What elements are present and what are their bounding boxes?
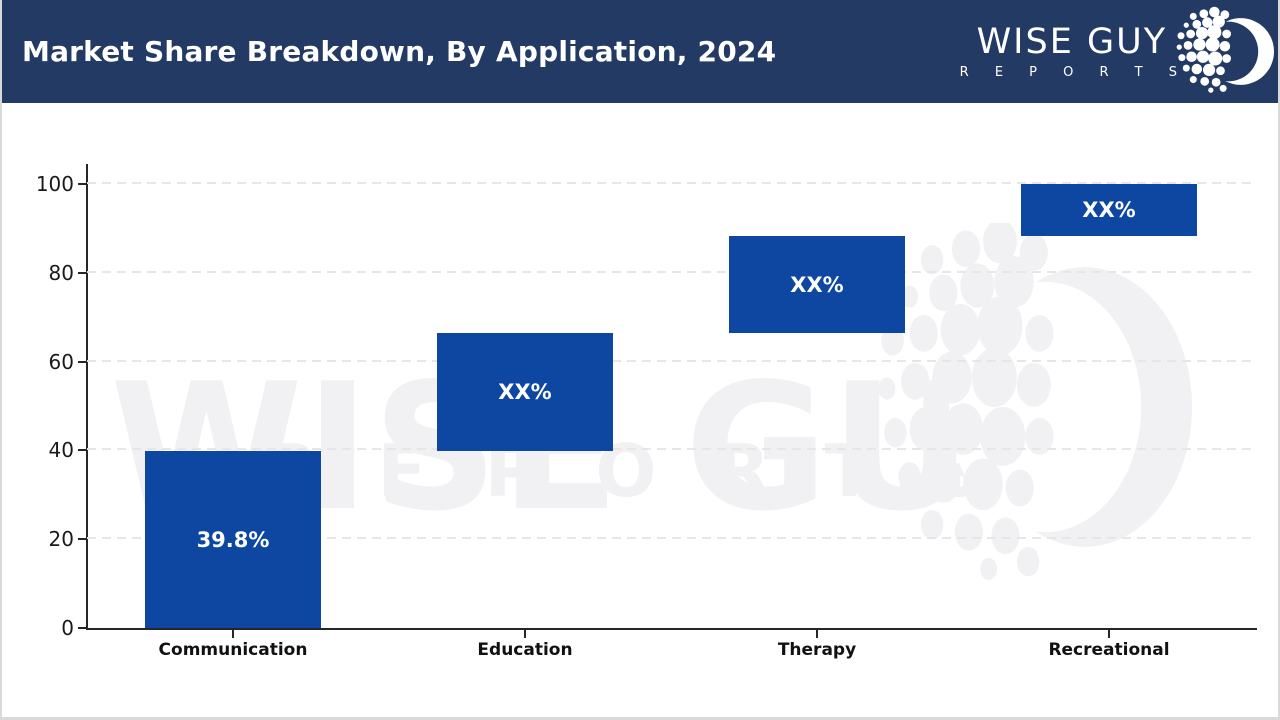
logo-name: WISE GUY (976, 21, 1168, 62)
y-tick-40 (78, 449, 87, 452)
y-tick-label: 100 (35, 172, 74, 196)
logo-subtitle: R E P O R T S (959, 64, 1188, 80)
bar-therapy: XX% (729, 236, 905, 334)
x-category-label: Therapy (777, 640, 857, 660)
logo-text: WISE GUY R E P O R T S (956, 21, 1188, 80)
gridline-20 (87, 537, 1255, 540)
gridline-60 (87, 359, 1255, 362)
y-tick-0 (78, 627, 87, 629)
watermark-text-line2: REPORTS (264, 429, 1042, 513)
y-axis-line (86, 164, 88, 630)
bar-education: XX% (437, 333, 613, 452)
y-tick-100 (78, 183, 87, 185)
y-tick-label: 20 (48, 527, 74, 552)
gridline-40 (87, 448, 1255, 451)
x-axis-line (86, 628, 1257, 630)
bar-communication: 39.8% (145, 451, 321, 628)
x-tick-communication (232, 630, 234, 638)
bar-value-label: XX% (790, 272, 844, 297)
x-tick-therapy (816, 630, 818, 638)
x-category-label: Recreational (1048, 640, 1170, 660)
y-tick-label: 0 (61, 616, 74, 640)
y-tick-20 (78, 538, 87, 541)
wise-guy-reports-logo: WISE GUY R E P O R T S (956, 4, 1274, 99)
bar-value-label: XX% (498, 380, 552, 405)
x-tick-education (524, 630, 526, 638)
y-tick-label: 40 (48, 438, 74, 463)
dotted-head-profile-icon (1176, 6, 1274, 93)
bar-recreational: XX% (1021, 184, 1197, 237)
x-category-label: Communication (158, 640, 308, 660)
watermark-dotted-head-icon (878, 223, 1192, 580)
page-title: Market Share Breakdown, By Application, … (22, 35, 777, 68)
x-category-label: Education (477, 640, 573, 660)
gridline-100 (87, 182, 1255, 184)
gridline-80 (87, 270, 1255, 273)
y-tick-label: 80 (48, 260, 74, 285)
header-bar: Market Share Breakdown, By Application, … (2, 0, 1278, 103)
bar-value-label: 39.8% (196, 527, 270, 552)
y-tick-label: 60 (48, 349, 74, 374)
y-tick-60 (78, 360, 87, 363)
x-tick-recreational (1108, 630, 1110, 638)
bar-value-label: XX% (1082, 198, 1136, 223)
y-tick-80 (78, 271, 87, 274)
